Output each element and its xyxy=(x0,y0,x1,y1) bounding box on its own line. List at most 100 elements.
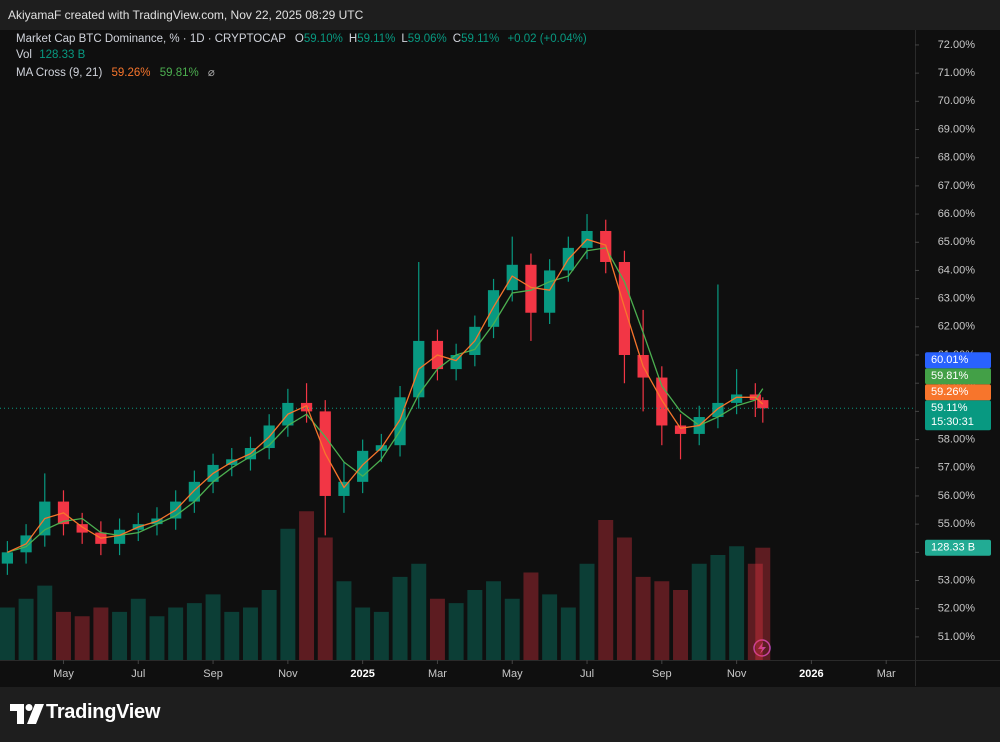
volume-bar xyxy=(186,603,202,660)
ohlc-value: 59.10% xyxy=(303,33,343,45)
volume-bar xyxy=(112,611,128,660)
volume-bar xyxy=(130,598,146,660)
volume-legend: Vol 128.33 B xyxy=(16,49,85,61)
volume-bar xyxy=(261,590,277,660)
candle-body xyxy=(674,425,687,434)
volume-bar xyxy=(729,546,745,660)
y-tick-label: 62.00% xyxy=(938,321,976,333)
y-tick-label: 71.00% xyxy=(938,67,976,79)
volume-bar xyxy=(467,590,483,660)
volume-name[interactable]: Vol xyxy=(16,49,32,61)
x-tick-label: May xyxy=(53,668,74,680)
volume-bar xyxy=(579,563,595,660)
volume-bar xyxy=(429,598,445,660)
ohlc-legend: O59.10% H59.11% L59.06% C59.11% xyxy=(289,33,499,45)
indicator-icon[interactable]: ⌀ xyxy=(207,67,215,79)
volume-bar xyxy=(299,511,315,660)
candle-body xyxy=(757,400,769,409)
x-tick-label: May xyxy=(502,668,523,680)
volume-bar xyxy=(616,537,632,660)
ma-slow-line xyxy=(7,247,764,553)
legend-row: Market Cap BTC Dominance, % · 1D · CRYPT… xyxy=(16,33,587,45)
x-tick-label: Jul xyxy=(580,668,594,680)
volume-bar xyxy=(18,598,34,660)
y-tick-label: 63.00% xyxy=(938,293,976,305)
price-badge-label: 59.81% xyxy=(931,370,969,382)
volume-bar xyxy=(448,603,464,660)
x-tick-label: 2025 xyxy=(350,668,374,680)
candle-body xyxy=(188,481,200,502)
y-tick-label: 67.00% xyxy=(938,180,976,192)
volume-value: 128.33 B xyxy=(39,49,86,61)
candle-body xyxy=(357,450,369,482)
x-tick-label: Sep xyxy=(203,668,223,680)
volume-bar xyxy=(242,607,258,660)
volume-bar xyxy=(149,616,165,660)
price-badge xyxy=(925,352,991,369)
y-tick-label: 55.00% xyxy=(938,518,976,530)
event-icon[interactable] xyxy=(753,639,771,657)
volume-bar xyxy=(710,555,726,660)
volume-bar xyxy=(224,611,240,660)
volume-badge-label: 128.33 B xyxy=(931,542,975,554)
ohlc-key: C xyxy=(452,33,462,45)
y-tick-label: 53.00% xyxy=(938,574,976,586)
indicator-name[interactable]: MA Cross (9, 21) xyxy=(16,67,103,79)
attribution: AkiyamaF created with TradingView.com, N… xyxy=(8,8,364,22)
volume-bar xyxy=(542,594,558,660)
y-tick-label: 51.00% xyxy=(938,631,976,643)
volume-bar xyxy=(504,598,520,660)
y-tick-label: 72.00% xyxy=(938,39,976,51)
y-tick-label: 65.00% xyxy=(938,236,976,248)
event-icon-bolt xyxy=(758,642,766,654)
candle-body xyxy=(506,264,518,291)
ohlc-value: 59.11% xyxy=(357,33,396,45)
x-tick-label: Nov xyxy=(278,668,298,680)
candle-body xyxy=(525,264,537,313)
top-bar: AkiyamaF created with TradingView.com, N… xyxy=(0,0,1000,30)
ohlc-key: L xyxy=(401,33,408,45)
x-tick-label: Sep xyxy=(652,668,672,680)
volume-bar xyxy=(317,537,333,660)
candle-body xyxy=(113,529,126,544)
ma-fast-value: 59.26% xyxy=(111,67,151,79)
volume-bar xyxy=(635,576,651,660)
chart-background xyxy=(0,30,1000,687)
x-tick-label: Mar xyxy=(428,668,447,680)
volume-bar xyxy=(654,581,670,660)
y-tick-label: 69.00% xyxy=(938,123,976,135)
candle-body xyxy=(394,397,406,446)
logo xyxy=(10,704,44,724)
volume-bar xyxy=(673,590,689,660)
volume-badge xyxy=(925,539,991,556)
price-badge-label: 59.26% xyxy=(931,386,969,398)
x-tick-label: Mar xyxy=(877,668,896,680)
indicator-legend: MA Cross (9, 21) 59.26% 59.81% ⌀ xyxy=(16,65,215,79)
candle-body xyxy=(712,402,724,418)
symbol-title[interactable]: Market Cap BTC Dominance, % · 1D · CRYPT… xyxy=(16,33,286,45)
volume-bar xyxy=(691,563,707,660)
y-tick-label: 66.00% xyxy=(938,208,976,220)
ohlc-value: 59.11% xyxy=(461,33,500,45)
volume-bar xyxy=(486,581,502,660)
volume-bar xyxy=(373,611,389,660)
brand[interactable]: TradingView xyxy=(46,701,161,723)
x-tick-label: Nov xyxy=(727,668,747,680)
volume-bar xyxy=(411,563,427,660)
volume-bar xyxy=(55,611,71,660)
volume-bar xyxy=(560,607,576,660)
price-badge-label: 59.11% xyxy=(931,402,968,414)
candle-body xyxy=(76,524,88,533)
price-badge-countdown: 15:30:31 xyxy=(931,416,974,428)
change: +0.02 (+0.04%) xyxy=(507,33,587,45)
y-tick-label: 57.00% xyxy=(938,462,976,474)
candle-body xyxy=(656,377,668,426)
volume-bar xyxy=(0,607,15,660)
volume-bar xyxy=(336,581,352,660)
footer: TradingView xyxy=(0,687,1000,742)
y-tick-label: 70.00% xyxy=(938,95,976,107)
volume-bar xyxy=(280,528,296,660)
y-tick-label: 68.00% xyxy=(938,152,976,164)
price-badge xyxy=(925,384,991,401)
